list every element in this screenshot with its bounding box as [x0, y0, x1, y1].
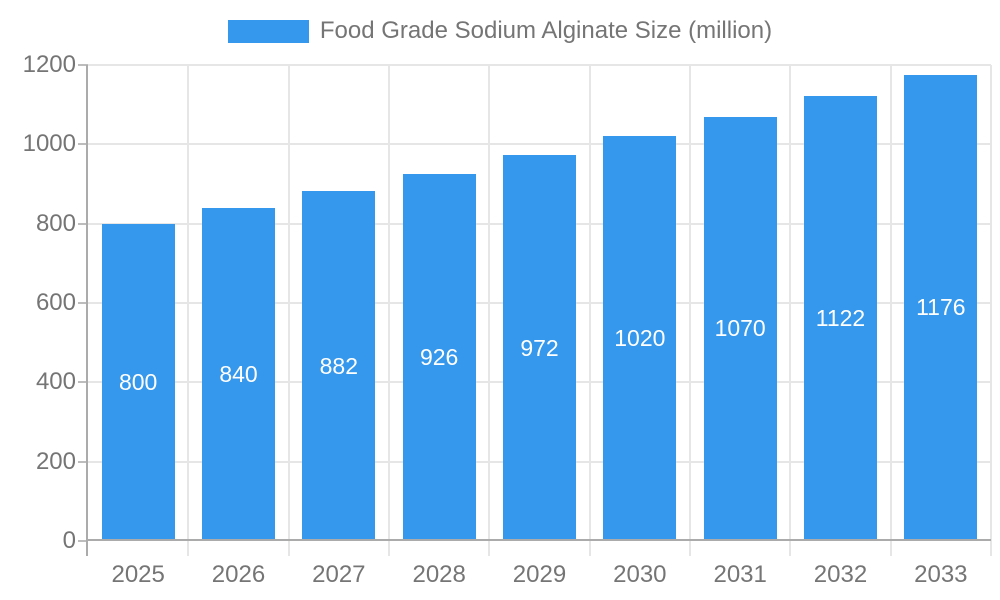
y-axis-label: 600 — [35, 289, 76, 316]
x-axis-label: 2028 — [412, 561, 466, 588]
y-axis-label: 1200 — [22, 51, 76, 78]
v-gridline — [287, 65, 290, 556]
bar-value-label: 840 — [219, 360, 258, 387]
bar-value-label: 800 — [118, 368, 158, 395]
x-axis-label: 2027 — [312, 561, 366, 588]
bar-2025[interactable]: 800 — [101, 223, 175, 541]
bar-2027[interactable]: 882 — [302, 191, 376, 541]
y-axis-label: 200 — [35, 447, 76, 475]
legend-label: Food Grade Sodium Alginate Size (million… — [319, 17, 773, 44]
bar-2029[interactable]: 972 — [503, 155, 576, 541]
v-gridline — [388, 65, 390, 556]
y-axis-tick — [78, 64, 88, 66]
x-axis-label: 2026 — [211, 561, 266, 588]
plot-area: 800 840 882 926 972 1020 1070 1122 1176 — [88, 64, 992, 556]
bar-2031[interactable]: 1070 — [703, 116, 777, 541]
x-axis-line — [86, 539, 991, 541]
x-axis-label: 2029 — [512, 561, 567, 588]
bar-2030[interactable]: 1020 — [603, 136, 677, 541]
h-gridline — [88, 143, 991, 146]
y-axis-line — [86, 65, 88, 556]
v-gridline — [488, 65, 491, 556]
x-axis-label: 2032 — [813, 561, 868, 588]
bar-value-label: 882 — [319, 352, 359, 379]
bar-value-label: 1070 — [714, 315, 766, 342]
bar-value-label: 972 — [520, 334, 559, 361]
bar-value-label: 1020 — [614, 325, 666, 352]
bar-2028[interactable]: 926 — [402, 173, 476, 541]
x-axis-label: 2030 — [613, 561, 667, 588]
y-axis-tick — [78, 381, 88, 384]
h-gridline — [88, 64, 991, 66]
v-gridline — [889, 65, 892, 556]
legend-swatch — [227, 19, 309, 43]
bar-value-label: 1122 — [815, 304, 866, 331]
bar-2026[interactable]: 840 — [202, 207, 275, 541]
y-axis-label: 800 — [35, 209, 76, 237]
bar-value-label: 1176 — [916, 294, 966, 321]
y-axis-tick — [78, 143, 88, 146]
y-axis-label: 0 — [62, 527, 76, 554]
v-gridline — [990, 65, 992, 556]
x-axis-label: 2031 — [713, 561, 767, 588]
bar-2032[interactable]: 1122 — [804, 95, 877, 541]
y-axis-tick — [78, 540, 88, 542]
bar-value-label: 926 — [419, 343, 459, 370]
y-axis-label: 1000 — [22, 130, 76, 158]
v-gridline — [588, 65, 591, 556]
y-axis-label: 400 — [35, 368, 76, 396]
y-axis-tick — [78, 302, 88, 304]
legend[interactable]: Food Grade Sodium Alginate Size (million… — [0, 17, 1000, 45]
x-axis-label: 2025 — [111, 561, 165, 588]
y-axis-tick — [78, 222, 88, 225]
v-gridline — [689, 65, 691, 556]
v-gridline — [789, 65, 792, 556]
v-gridline — [187, 65, 190, 556]
bar-2033[interactable]: 1176 — [904, 74, 978, 541]
y-axis-tick — [78, 460, 88, 463]
x-axis-label: 2033 — [914, 561, 968, 588]
